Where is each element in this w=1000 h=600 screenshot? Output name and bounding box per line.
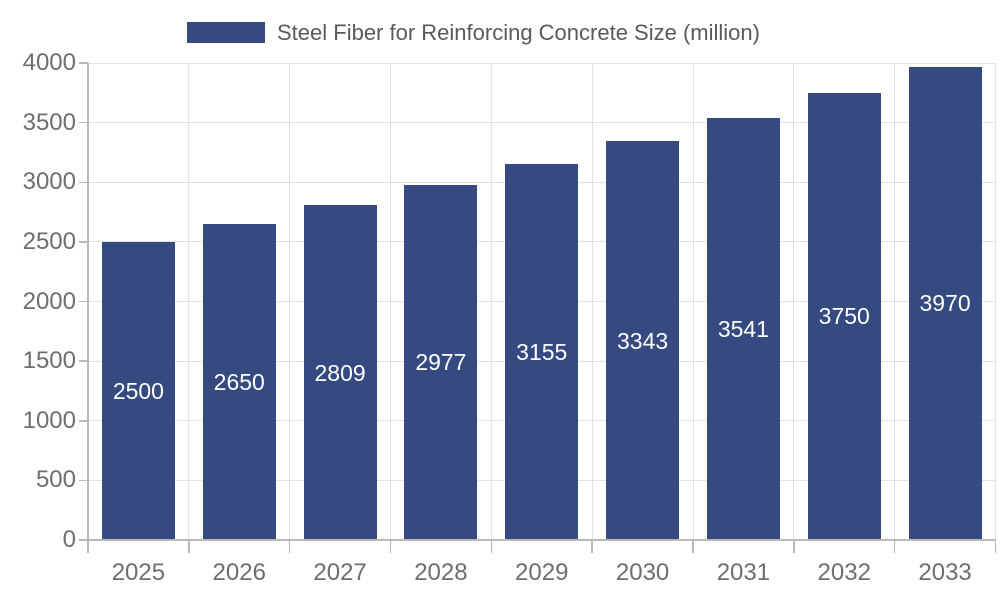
x-axis-tick [994, 540, 997, 553]
y-tick-label: 0 [62, 526, 76, 553]
y-axis-line [87, 63, 89, 553]
y-tick-label: 500 [35, 466, 76, 494]
bar[interactable] [303, 205, 377, 540]
x-axis-tick [692, 540, 694, 553]
gridline-v [591, 63, 593, 540]
gridline-v [894, 63, 896, 540]
x-tick-label: 2028 [414, 559, 468, 586]
gridline-h [88, 62, 996, 64]
bar-value-label: 2977 [415, 349, 467, 376]
legend-swatch [187, 22, 265, 43]
x-axis-line [79, 539, 996, 541]
y-tick-label: 3000 [22, 168, 76, 196]
gridline-v [490, 63, 492, 540]
bar[interactable] [706, 117, 780, 540]
y-axis-tick [79, 241, 88, 243]
y-axis-tick [79, 181, 88, 183]
x-axis-tick [793, 540, 795, 553]
y-axis-tick [79, 360, 88, 362]
bar-value-label: 3541 [717, 315, 769, 342]
bar[interactable] [404, 184, 478, 540]
y-tick-label: 2000 [22, 287, 76, 315]
x-tick-label: 2026 [212, 559, 266, 586]
x-tick-label: 2025 [111, 559, 166, 586]
y-axis-tick [79, 121, 88, 124]
gridline-v [188, 63, 190, 540]
gridline-v [995, 63, 996, 540]
gridline-v [390, 63, 391, 540]
y-tick-label: 1000 [22, 406, 76, 434]
bar[interactable] [101, 241, 175, 540]
y-tick-label: 4000 [22, 49, 76, 76]
x-tick-label: 2029 [515, 559, 569, 586]
bar-value-label: 3155 [516, 338, 568, 365]
bar-value-label: 3750 [818, 303, 870, 330]
y-axis-tick [79, 479, 88, 482]
x-tick-label: 2027 [313, 559, 367, 586]
x-axis-tick [893, 540, 896, 553]
bar-value-label: 3970 [919, 290, 971, 317]
x-axis-tick [389, 540, 392, 553]
y-tick-label: 1500 [22, 347, 76, 375]
y-axis-tick [79, 420, 88, 422]
bar-value-label: 2650 [213, 368, 265, 395]
bar-value-label: 3343 [616, 327, 669, 354]
x-axis-tick [490, 540, 493, 553]
y-tick-label: 2500 [22, 227, 76, 255]
x-tick-label: 2030 [615, 559, 670, 586]
gridline-v [793, 63, 795, 540]
y-tick-label: 3500 [22, 108, 76, 136]
x-tick-label: 2033 [918, 559, 972, 586]
x-axis-tick [288, 540, 291, 553]
x-axis-tick [591, 540, 593, 553]
bar[interactable] [505, 163, 579, 540]
bar[interactable] [807, 92, 881, 540]
bar-value-label: 2500 [112, 377, 164, 404]
gridline-v [692, 63, 694, 540]
x-tick-label: 2031 [716, 559, 771, 586]
y-axis-tick [79, 62, 88, 64]
y-axis-tick [79, 300, 88, 303]
legend-label: Steel Fiber for Reinforcing Concrete Siz… [277, 20, 760, 45]
bar[interactable] [202, 223, 276, 540]
x-axis-tick [188, 540, 190, 553]
x-tick-label: 2032 [817, 559, 871, 586]
bar[interactable] [606, 141, 680, 540]
bar[interactable] [908, 66, 982, 540]
gridline-h [88, 122, 996, 124]
gridline-v [289, 63, 291, 540]
bar-value-label: 2809 [314, 359, 366, 386]
